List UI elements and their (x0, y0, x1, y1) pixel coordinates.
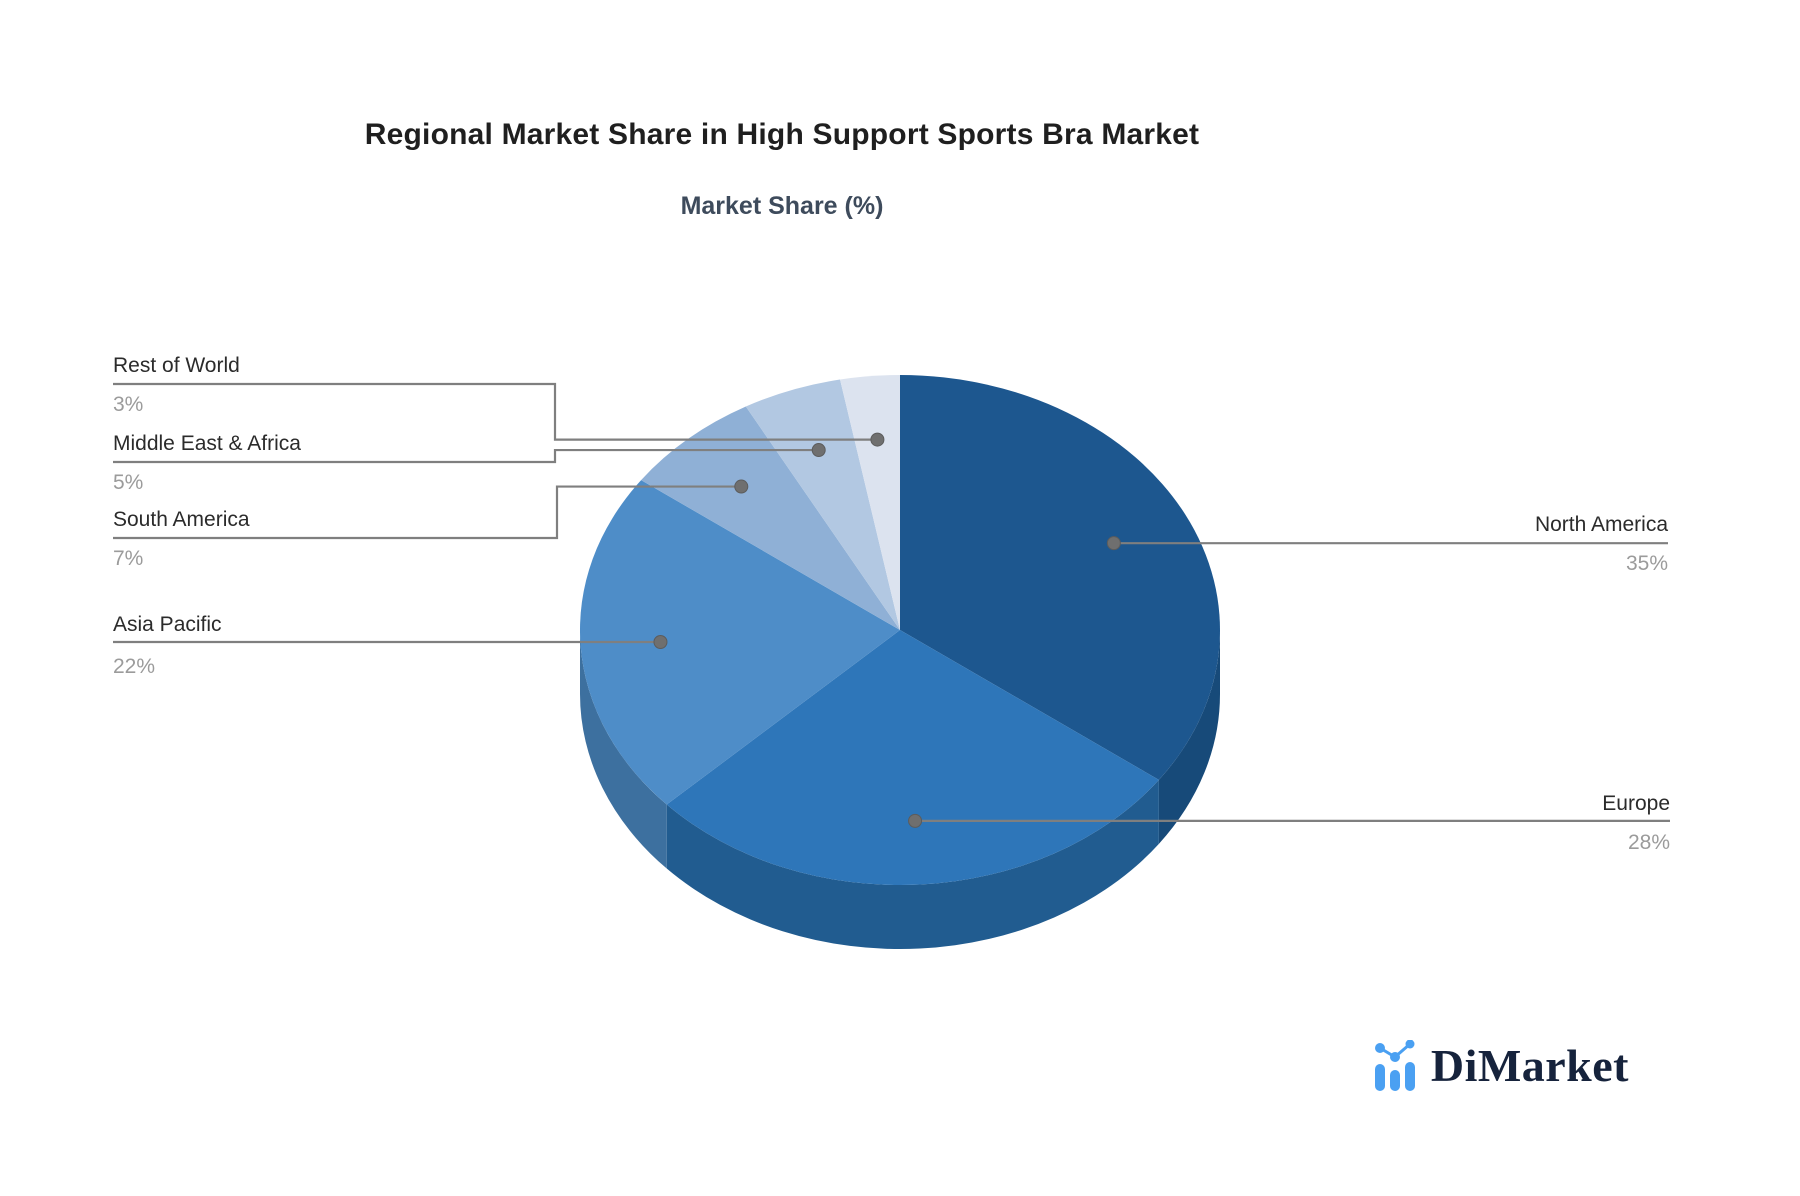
slice-value-north-america: 35% (1625, 552, 1668, 575)
pie-side-europe (666, 779, 1159, 950)
slice-label-rest-of-world: Rest of World (113, 354, 240, 377)
callout-line-rest-of-world (113, 382, 878, 441)
chart-title: Regional Market Share in High Support Sp… (364, 118, 1200, 151)
brand-logo: DiMarket (1374, 1040, 1629, 1092)
slice-label-asia-pacific: Asia Pacific (113, 613, 222, 636)
slice-value-europe: 28% (1627, 831, 1670, 854)
callout-line-middle-east-africa (113, 448, 819, 464)
pie-slice-middle-east-africa[interactable] (745, 379, 900, 630)
callout-dot-south-america (734, 479, 749, 494)
brand-logo-text: DiMarket (1430, 1040, 1629, 1091)
pie-slice-north-america[interactable] (900, 375, 1220, 780)
pie-slice-asia-pacific[interactable] (580, 480, 900, 805)
slice-label-south-america: South America (113, 508, 250, 531)
bar-line-chart-icon (1374, 1040, 1415, 1091)
callout-dot-rest-of-world (870, 432, 885, 447)
slice-label-middle-east-africa: Middle East & Africa (113, 432, 301, 455)
callout-line-south-america (113, 485, 742, 540)
callout-dot-europe (908, 813, 923, 828)
slice-value-south-america: 7% (113, 547, 144, 570)
slice-label-north-america: North America (1534, 513, 1668, 536)
callout-dot-middle-east-africa (811, 443, 826, 458)
slice-value-asia-pacific: 22% (113, 655, 156, 678)
chart-subtitle: Market Share (%) (680, 192, 884, 220)
slice-value-middle-east-africa: 5% (113, 471, 144, 494)
slice-value-rest-of-world: 3% (113, 393, 144, 416)
slice-label-europe: Europe (1602, 792, 1670, 815)
pie-side-north-america (1158, 630, 1220, 844)
callout-dot-north-america (1106, 536, 1121, 551)
pie-side-asia-pacific (580, 630, 667, 869)
pie-slice-south-america[interactable] (641, 406, 900, 630)
callout-dot-asia-pacific (653, 635, 668, 650)
